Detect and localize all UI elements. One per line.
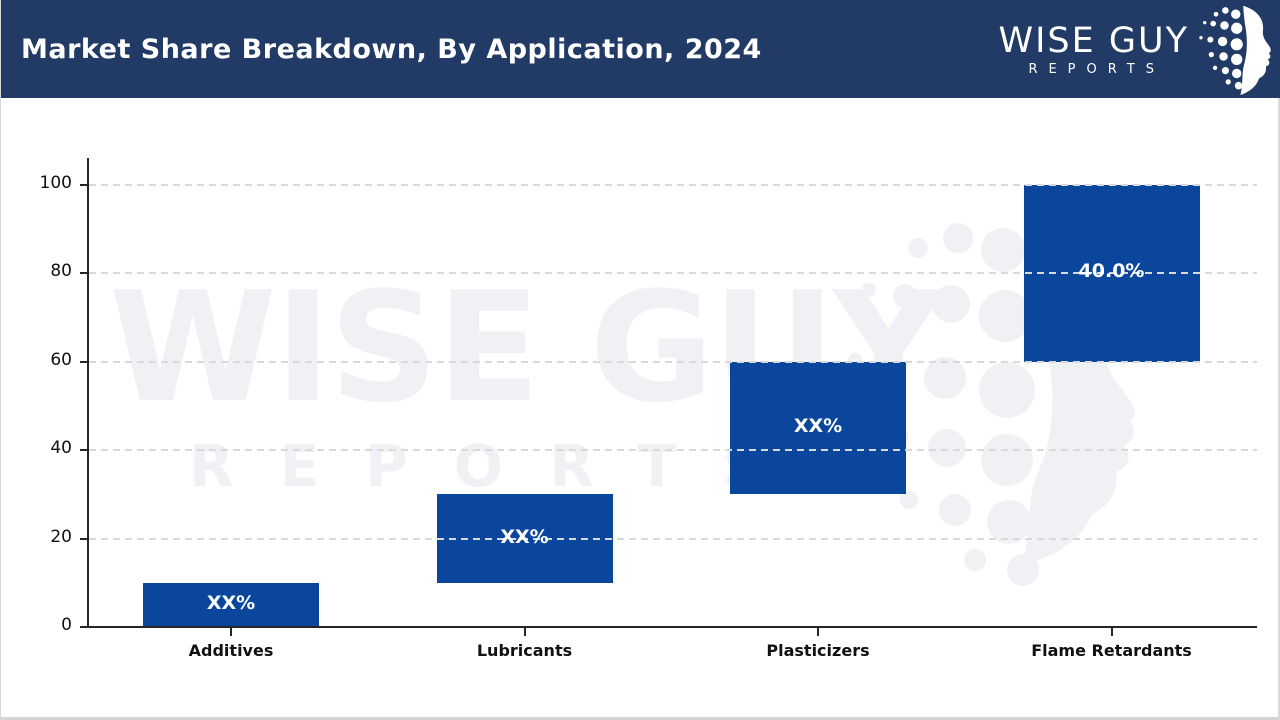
x-axis-category-label: Plasticizers	[766, 641, 870, 660]
logo-subtext: REPORTS	[1028, 61, 1166, 77]
y-axis-tick	[80, 537, 87, 540]
y-axis-tick	[80, 449, 87, 452]
x-axis-tick	[817, 628, 819, 636]
logo-text: WISE GUY REPORTS	[998, 22, 1189, 77]
y-axis-tick-label: 40	[50, 438, 72, 459]
y-axis-tick-label: 100	[39, 173, 72, 193]
logo-head-icon	[1193, 2, 1271, 96]
x-axis-tick	[230, 628, 232, 636]
bar-additives	[143, 582, 319, 627]
bar-value-label-plasticizers: XX%	[793, 415, 843, 438]
bar-value-label-lubricants: XX%	[500, 525, 549, 548]
x-axis-tick	[1110, 628, 1113, 636]
y-axis-tick-label: 0	[61, 615, 72, 635]
x-axis-tick	[523, 628, 526, 636]
gridline-100	[89, 184, 1257, 186]
x-axis-line	[87, 626, 1257, 628]
y-axis-tick	[80, 184, 87, 186]
y-axis-tick	[80, 360, 87, 363]
gridline-60	[89, 360, 1257, 363]
y-axis-tick	[80, 272, 87, 275]
gridline-80	[89, 272, 1257, 275]
bar-value-label-flame-retardants: 40.0%	[1078, 260, 1145, 283]
logo: WISE GUY REPORTS	[998, 2, 1271, 96]
gridline-40	[89, 449, 1257, 452]
y-axis-line	[87, 158, 89, 628]
x-axis-category-label: Additives	[188, 641, 274, 660]
bar-plasticizers	[730, 361, 906, 495]
x-axis-category-label: Flame Retardants	[1031, 641, 1192, 660]
header: Market Share Breakdown, By Application, …	[1, 0, 1280, 98]
y-axis-tick-label: 20	[50, 526, 72, 547]
x-axis-category-label: Lubricants	[476, 641, 573, 660]
y-axis-tick	[80, 626, 87, 628]
page-title: Market Share Breakdown, By Application, …	[21, 33, 762, 65]
y-axis-tick-label: 80	[50, 261, 72, 282]
y-axis-tick-label: 60	[50, 349, 72, 370]
bar-value-label-additives: XX%	[206, 591, 256, 614]
logo-wordmark: WISE GUY	[998, 20, 1189, 61]
gridline-20	[89, 537, 1257, 540]
